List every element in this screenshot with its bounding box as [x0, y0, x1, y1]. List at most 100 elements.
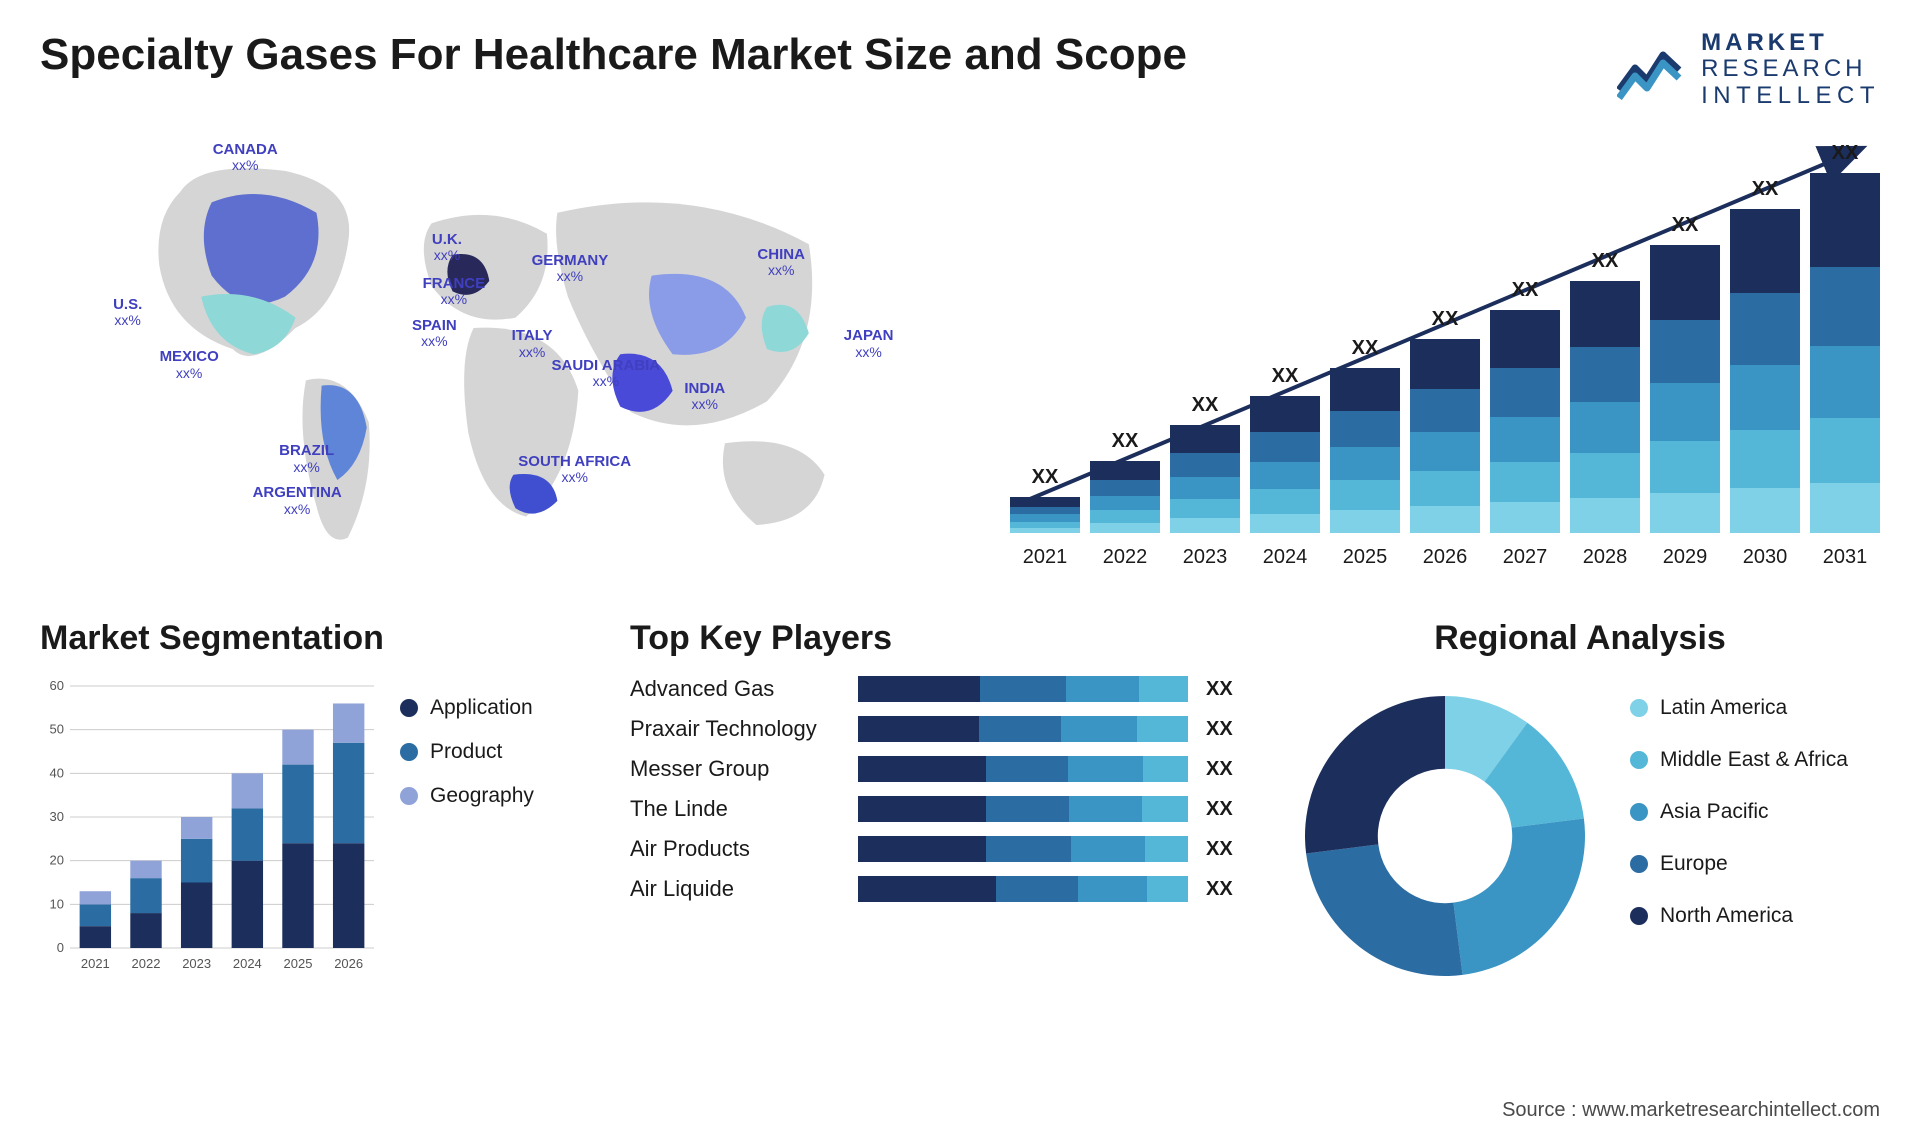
forecast-bar-seg — [1570, 498, 1640, 533]
player-bar-seg — [858, 716, 979, 742]
legend-swatch-icon — [1630, 855, 1648, 873]
forecast-year-label: 2027 — [1490, 546, 1560, 569]
forecast-bar-seg — [1570, 281, 1640, 347]
map-label-canada: CANADAxx% — [213, 142, 278, 175]
forecast-bar-seg — [1170, 425, 1240, 453]
player-bar-seg — [1078, 876, 1147, 902]
forecast-bar-value: XX — [1752, 178, 1779, 201]
player-row: Praxair Technology XX — [630, 716, 1250, 742]
forecast-year-label: 2023 — [1170, 546, 1240, 569]
forecast-bar-seg — [1730, 293, 1800, 364]
svg-text:2022: 2022 — [132, 956, 161, 971]
logo-mark-icon — [1617, 40, 1687, 100]
forecast-bar-seg — [1810, 418, 1880, 483]
forecast-bar-2027: XX — [1490, 310, 1560, 533]
forecast-bar-seg — [1250, 396, 1320, 432]
legend-swatch-icon — [400, 743, 418, 761]
infographic-page: Specialty Gases For Healthcare Market Si… — [0, 0, 1920, 1026]
map-label-spain: SPAINxx% — [412, 318, 457, 351]
source-attribution: Source : www.marketresearchintellect.com — [1502, 1099, 1880, 1122]
brand-logo: MARKET RESEARCH INTELLECT — [1617, 30, 1880, 109]
forecast-year-label: 2026 — [1410, 546, 1480, 569]
player-bar — [858, 756, 1188, 782]
player-bar-seg — [996, 876, 1079, 902]
segmentation-legend-item: Product — [400, 740, 600, 764]
donut-slice — [1306, 845, 1462, 977]
player-bar-seg — [1068, 756, 1143, 782]
legend-label: Geography — [430, 784, 534, 808]
regional-legend-item: Middle East & Africa — [1630, 748, 1880, 772]
legend-label: Europe — [1660, 852, 1728, 876]
player-name: Praxair Technology — [630, 716, 840, 742]
forecast-bar-2030: XX — [1730, 209, 1800, 533]
players-list: Advanced GasXX Praxair Technology XX Messer… — [630, 676, 1250, 902]
player-bar-seg — [1061, 716, 1137, 742]
header: Specialty Gases For Healthcare Market Si… — [40, 30, 1880, 109]
forecast-bar-value: XX — [1032, 466, 1059, 489]
player-bar-seg — [858, 676, 980, 702]
map-label-germany: GERMANYxx% — [532, 253, 609, 286]
player-bar-seg — [1147, 876, 1188, 902]
player-bar-seg — [1069, 796, 1142, 822]
forecast-bar-seg — [1010, 528, 1080, 533]
forecast-bar-2024: XX — [1250, 396, 1320, 533]
svg-text:2025: 2025 — [284, 956, 313, 971]
forecast-bar-seg — [1010, 514, 1080, 521]
forecast-bar-seg — [1330, 411, 1400, 447]
legend-swatch-icon — [1630, 803, 1648, 821]
forecast-bar-2021: XX — [1010, 497, 1080, 533]
forecast-bar-seg — [1410, 471, 1480, 506]
player-bar-seg — [980, 676, 1066, 702]
forecast-bar-seg — [1330, 368, 1400, 411]
player-bar — [858, 796, 1188, 822]
forecast-bar-seg — [1810, 483, 1880, 533]
map-label-u-s-: U.S.xx% — [113, 297, 142, 330]
page-title: Specialty Gases For Healthcare Market Si… — [40, 30, 1187, 80]
map-label-france: FRANCExx% — [423, 276, 486, 309]
logo-line2: RESEARCH — [1701, 56, 1880, 82]
regional-legend-item: Asia Pacific — [1630, 800, 1880, 824]
legend-label: Latin America — [1660, 696, 1787, 720]
svg-text:20: 20 — [50, 853, 64, 868]
regional-panel: Regional Analysis Latin AmericaMiddle Ea… — [1280, 619, 1880, 996]
forecast-year-label: 2022 — [1090, 546, 1160, 569]
forecast-bar-seg — [1170, 453, 1240, 477]
player-bar-seg — [858, 756, 986, 782]
player-row: Advanced GasXX — [630, 676, 1250, 702]
regional-donut-chart — [1280, 676, 1610, 996]
forecast-year-label: 2025 — [1330, 546, 1400, 569]
player-bar-seg — [1137, 716, 1188, 742]
forecast-bar-seg — [1650, 441, 1720, 493]
legend-swatch-icon — [1630, 907, 1648, 925]
forecast-year-label: 2030 — [1730, 546, 1800, 569]
forecast-bar-seg — [1650, 245, 1720, 320]
forecast-bar-seg — [1250, 514, 1320, 533]
regional-donut-wrap — [1280, 676, 1610, 996]
forecast-bar-seg — [1010, 497, 1080, 506]
donut-slice — [1305, 696, 1445, 854]
legend-swatch-icon — [1630, 699, 1648, 717]
logo-line3: INTELLECT — [1701, 83, 1880, 109]
forecast-year-label: 2024 — [1250, 546, 1320, 569]
player-bar-seg — [1145, 836, 1188, 862]
forecast-bar-seg — [1330, 510, 1400, 533]
forecast-bar-seg — [1570, 347, 1640, 402]
map-label-argentina: ARGENTINAxx% — [253, 485, 342, 518]
forecast-bar-seg — [1490, 310, 1560, 368]
legend-label: Asia Pacific — [1660, 800, 1769, 824]
forecast-bar-seg — [1730, 209, 1800, 293]
forecast-bar-seg — [1650, 320, 1720, 383]
player-name: Messer Group — [630, 756, 840, 782]
forecast-bar-seg — [1170, 477, 1240, 499]
players-panel: Top Key Players Advanced GasXXPraxair Te… — [630, 619, 1250, 996]
forecast-bar-2023: XX — [1170, 425, 1240, 533]
player-value: XX — [1206, 718, 1233, 741]
player-bar-seg — [1071, 836, 1146, 862]
logo-line1: MARKET — [1701, 30, 1880, 56]
legend-swatch-icon — [1630, 751, 1648, 769]
forecast-bar-2026: XX — [1410, 339, 1480, 533]
map-label-south-africa: SOUTH AFRICAxx% — [518, 454, 631, 487]
map-label-u-k-: U.K.xx% — [432, 232, 462, 265]
player-name: The Linde — [630, 796, 840, 822]
map-label-mexico: MEXICOxx% — [160, 349, 219, 382]
